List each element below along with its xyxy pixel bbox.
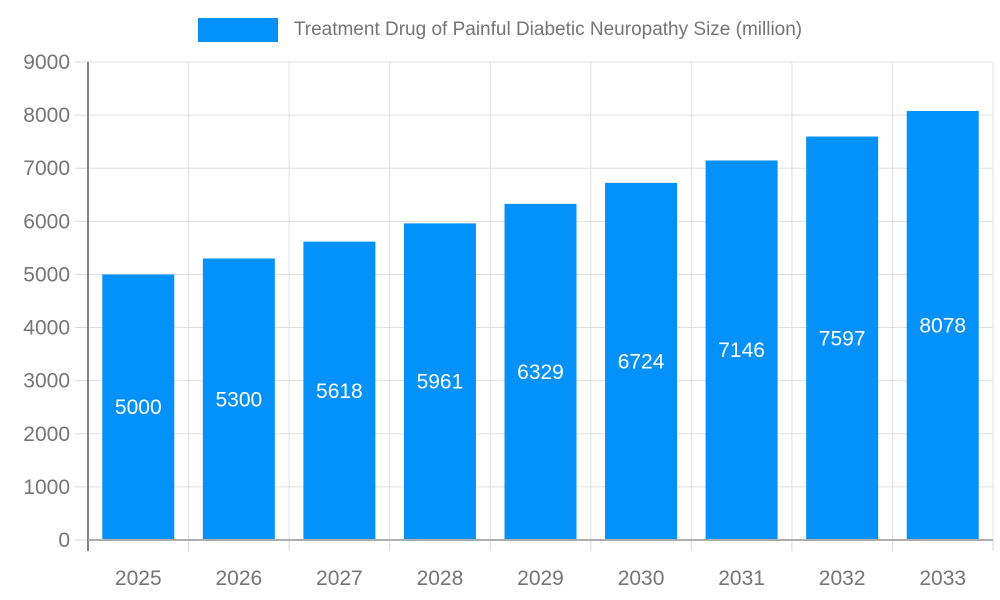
x-axis-label: 2025 bbox=[115, 567, 162, 590]
y-axis-label: 0 bbox=[58, 529, 70, 552]
y-axis-label: 4000 bbox=[23, 317, 70, 340]
legend-item[interactable]: Treatment Drug of Painful Diabetic Neuro… bbox=[0, 18, 1000, 42]
y-axis-label: 7000 bbox=[23, 157, 70, 180]
bar-value-label: 7597 bbox=[819, 327, 866, 350]
bar-value-label: 5000 bbox=[115, 396, 162, 419]
x-axis-label: 2032 bbox=[819, 567, 866, 590]
y-axis-label: 8000 bbox=[23, 104, 70, 127]
bar-value-label: 5961 bbox=[417, 371, 464, 394]
y-axis-label: 2000 bbox=[23, 423, 70, 446]
x-axis-label: 2026 bbox=[215, 567, 262, 590]
x-axis-label: 2027 bbox=[316, 567, 363, 590]
bar[interactable] bbox=[202, 258, 275, 540]
x-axis-label: 2033 bbox=[919, 567, 966, 590]
bar[interactable] bbox=[806, 136, 879, 540]
legend-label: Treatment Drug of Painful Diabetic Neuro… bbox=[293, 19, 803, 40]
x-axis-label: 2030 bbox=[618, 567, 665, 590]
bar-value-label: 8078 bbox=[919, 314, 966, 337]
bar[interactable] bbox=[906, 110, 979, 540]
legend-swatch-icon bbox=[197, 18, 278, 42]
bar-value-label: 5300 bbox=[215, 388, 262, 411]
y-axis-label: 1000 bbox=[23, 476, 70, 499]
y-axis-label: 9000 bbox=[23, 51, 70, 74]
bar[interactable] bbox=[303, 241, 376, 541]
bar-value-label: 6724 bbox=[618, 350, 665, 373]
x-axis-label: 2028 bbox=[417, 567, 464, 590]
bar[interactable] bbox=[102, 274, 175, 540]
y-axis-label: 3000 bbox=[23, 370, 70, 393]
bar[interactable] bbox=[403, 223, 476, 540]
bar[interactable] bbox=[705, 160, 778, 540]
bar-value-label: 6329 bbox=[517, 361, 564, 384]
bar[interactable] bbox=[504, 203, 577, 540]
x-axis-label: 2031 bbox=[718, 567, 765, 590]
y-axis-label: 5000 bbox=[23, 263, 70, 286]
bar[interactable] bbox=[605, 182, 678, 540]
bar-value-label: 5618 bbox=[316, 380, 363, 403]
y-axis-label: 6000 bbox=[23, 210, 70, 233]
x-axis-label: 2029 bbox=[517, 567, 564, 590]
bar-value-label: 7146 bbox=[718, 339, 765, 362]
